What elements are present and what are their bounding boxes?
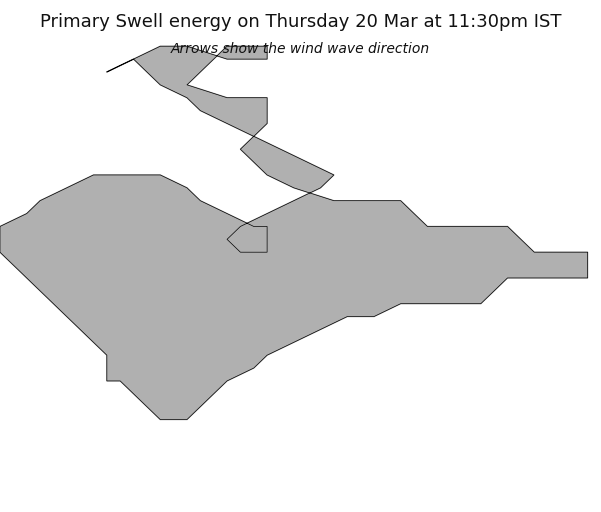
Text: Arrows show the wind wave direction: Arrows show the wind wave direction: [171, 42, 430, 56]
Text: Primary Swell energy on Thursday 20 Mar at 11:30pm IST: Primary Swell energy on Thursday 20 Mar …: [40, 12, 561, 31]
Polygon shape: [0, 46, 588, 419]
